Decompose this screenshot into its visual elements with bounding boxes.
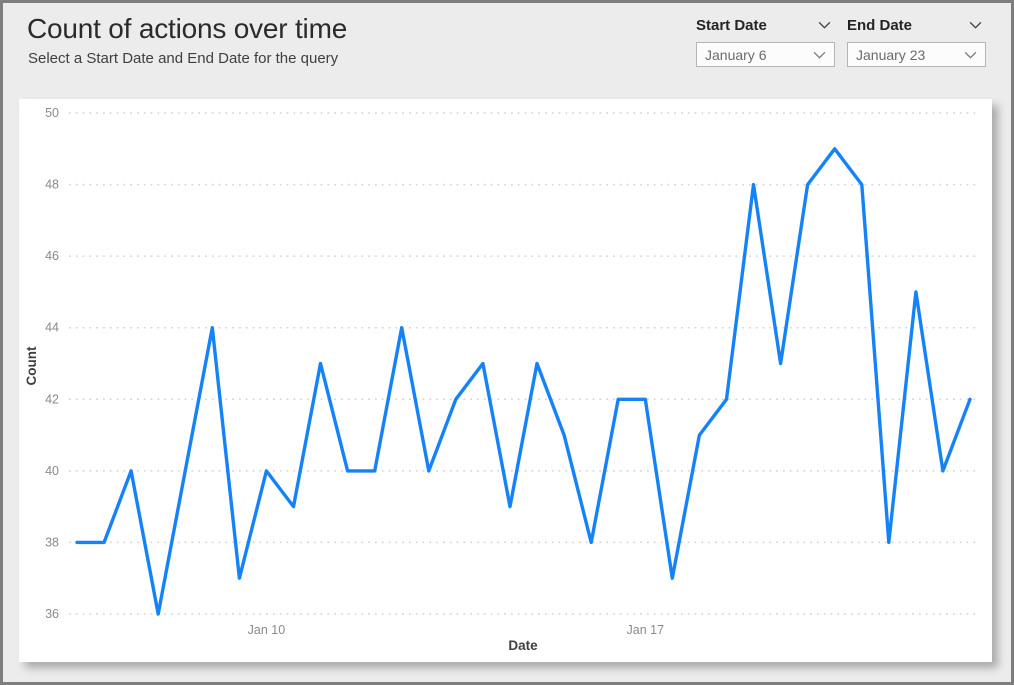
slicer-end-date: End Date January 23: [847, 16, 986, 67]
y-axis-title: Count: [24, 346, 39, 385]
x-tick-label: Jan 10: [248, 623, 286, 637]
x-axis-title: Date: [508, 638, 538, 653]
slicer-start-date-header[interactable]: Start Date: [696, 16, 835, 34]
slicer-start-date: Start Date January 6: [696, 16, 835, 67]
slicer-start-date-value: January 6: [705, 46, 767, 63]
x-tick-label: Jan 17: [627, 623, 665, 637]
chevron-down-icon: [969, 21, 982, 29]
y-tick-label: 38: [45, 535, 59, 549]
chevron-down-icon: [813, 51, 826, 59]
y-tick-label: 40: [45, 464, 59, 478]
y-tick-label: 50: [45, 106, 59, 120]
slicer-end-date-dropdown[interactable]: January 23: [847, 42, 986, 67]
page-title: Count of actions over time: [27, 13, 348, 44]
page-subtitle: Select a Start Date and End Date for the…: [28, 50, 339, 67]
line-chart: 36 38 40 42 44 46 48 50 Jan 10 Jan 17 Date Count: [24, 106, 977, 653]
y-tick-label: 48: [45, 178, 59, 192]
y-tick-label: 42: [45, 392, 59, 406]
chart-card: 36 38 40 42 44 46 48 50 Jan 10 Jan 17 Date Count: [19, 99, 992, 662]
y-tick-label: 46: [45, 249, 59, 263]
y-tick-label: 36: [45, 607, 59, 621]
slicer-end-date-header[interactable]: End Date: [847, 16, 986, 34]
slicer-start-date-dropdown[interactable]: January 6: [696, 42, 835, 67]
slicer-start-date-label: Start Date: [696, 16, 767, 34]
chevron-down-icon: [964, 51, 977, 59]
slicer-end-date-label: End Date: [847, 16, 913, 34]
chevron-down-icon: [818, 21, 831, 29]
slicer-end-date-value: January 23: [856, 46, 926, 63]
line-series[interactable]: [75, 147, 972, 616]
y-tick-label: 44: [45, 321, 59, 335]
